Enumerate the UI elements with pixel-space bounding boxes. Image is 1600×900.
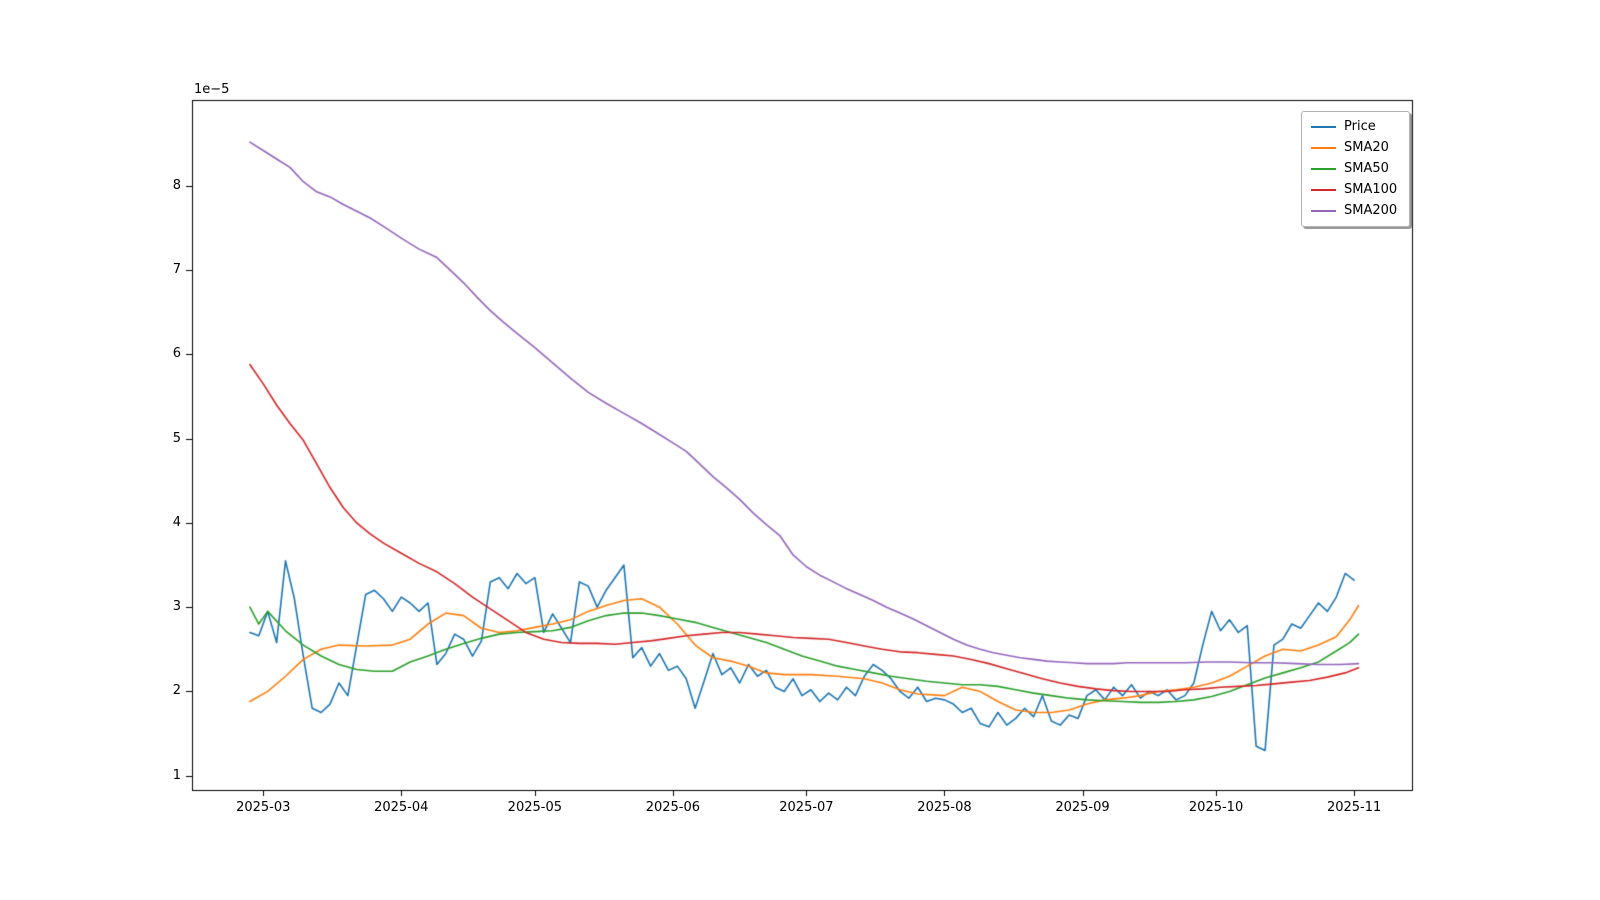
legend-label: SMA200 [1344,203,1398,218]
y-tick-label-8: 8 [172,177,181,193]
legend-line-swatch [1311,125,1336,128]
legend-line-swatch [1311,146,1336,149]
legend-item-price: Price [1311,119,1397,134]
legend-label: SMA50 [1344,161,1389,176]
legend-label: Price [1344,119,1376,134]
legend-line-swatch [1311,188,1336,191]
x-tick-label-2025-07: 2025-07 [779,800,834,815]
y-tick-label-6: 6 [172,346,181,362]
legend-item-sma100: SMA100 [1311,182,1397,197]
y-tick-label-3: 3 [172,599,181,615]
x-tick-label-2025-08: 2025-08 [917,800,972,815]
x-tick-label-2025-06: 2025-06 [645,800,701,815]
legend-label: SMA20 [1344,140,1389,155]
legend-item-sma20: SMA20 [1311,140,1397,155]
legend-label: SMA100 [1344,182,1398,197]
y-tick-label-4: 4 [172,514,181,530]
legend-item-sma50: SMA50 [1311,161,1397,176]
y-tick-label-7: 7 [172,262,181,278]
y-tick-label-1: 1 [172,767,181,783]
y-axis-offset-label: 1e−5 [194,82,230,97]
y-tick-label-5: 5 [172,430,181,446]
legend-item-sma200: SMA200 [1311,203,1397,218]
legend-line-swatch [1311,167,1336,170]
x-tick-label-2025-04: 2025-04 [374,800,429,815]
legend-line-swatch [1311,209,1336,212]
x-tick-label-2025-11: 2025-11 [1326,800,1382,815]
y-tick-label-2: 2 [172,683,181,699]
x-tick-label-2025-09: 2025-09 [1055,800,1110,815]
x-tick-label-2025-10: 2025-10 [1188,800,1244,815]
x-tick-label-2025-05: 2025-05 [507,800,562,815]
x-tick-label-2025-03: 2025-03 [236,800,291,815]
legend: Price SMA20 SMA50 SMA100 SMA200 [1301,111,1411,227]
